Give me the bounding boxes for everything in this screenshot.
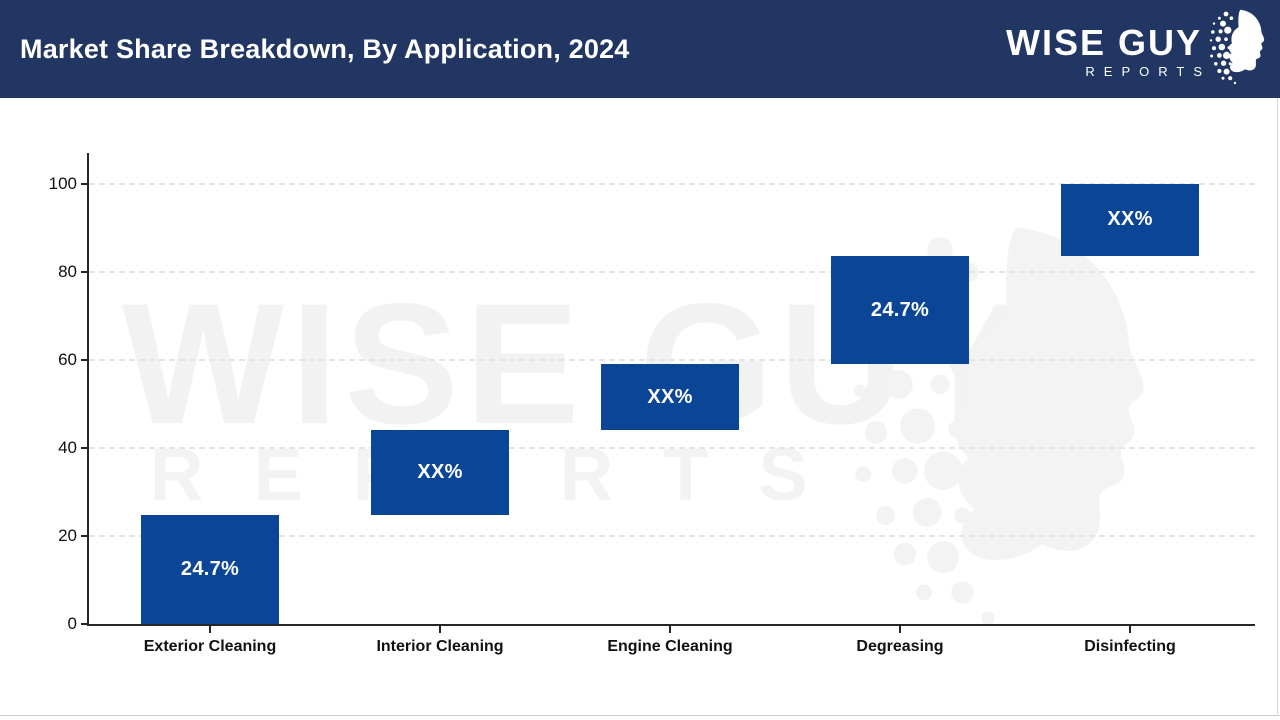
bar-value-label: 24.7% [870,298,930,321]
x-axis-tick-2 [669,626,671,633]
x-axis-line [87,624,1255,626]
brand-tagline: REPORTS [1085,64,1211,79]
x-category-label-0: Exterior Cleaning [143,638,277,655]
page-title: Market Share Breakdown, By Application, … [20,33,630,64]
x-category-label-4: Disinfecting [1084,638,1176,655]
gridline-y80 [89,271,1255,273]
bar-value-label: XX% [647,385,693,408]
y-axis-tick-60 [81,359,87,361]
y-tick-label-100: 100 [48,174,77,193]
y-tick-label-40: 40 [58,438,77,457]
brand-logo: WISE GUY REPORTS [1006,6,1266,94]
page-right-border [1277,98,1278,716]
bar-degreasing: 24.7% [831,255,969,365]
brand-wordmark: WISE GUY [1005,22,1202,63]
bar-engine-cleaning: XX% [601,364,739,430]
y-tick-label-60: 60 [58,350,77,369]
x-axis-tick-3 [899,626,901,633]
y-axis-tick-20 [81,535,87,537]
y-tick-label-80: 80 [58,262,77,281]
y-axis-tick-100 [81,183,87,185]
gridline-y60 [89,359,1255,361]
brand-logo-text: WISE GUY REPORTS [1005,22,1202,80]
bar-value-label: XX% [417,461,463,484]
header-banner: Market Share Breakdown, By Application, … [0,0,1280,98]
y-tick-label-20: 20 [58,526,77,545]
bar-disinfecting: XX% [1061,184,1199,256]
head-profile-icon [1209,9,1265,85]
gridline-y100 [89,183,1255,185]
y-axis-tick-40 [81,447,87,449]
bar-value-label: XX% [1107,208,1153,231]
bar-interior-cleaning: XX% [371,429,509,516]
gridline-y40 [89,447,1255,449]
y-axis-tick-0 [81,623,87,625]
gridline-y20 [89,535,1255,537]
y-axis-line [87,153,89,626]
x-category-label-3: Degreasing [856,638,944,655]
x-axis-tick-0 [209,626,211,633]
x-category-label-1: Interior Cleaning [376,638,504,655]
bar-exterior-cleaning: 24.7% [141,515,279,624]
page-bottom-border [0,715,1280,716]
bar-value-label: 24.7% [180,558,240,581]
y-tick-label-0: 0 [67,614,77,633]
x-axis-tick-1 [439,626,441,633]
y-axis-tick-80 [81,271,87,273]
x-category-label-2: Engine Cleaning [607,638,733,655]
x-axis-tick-4 [1129,626,1131,633]
